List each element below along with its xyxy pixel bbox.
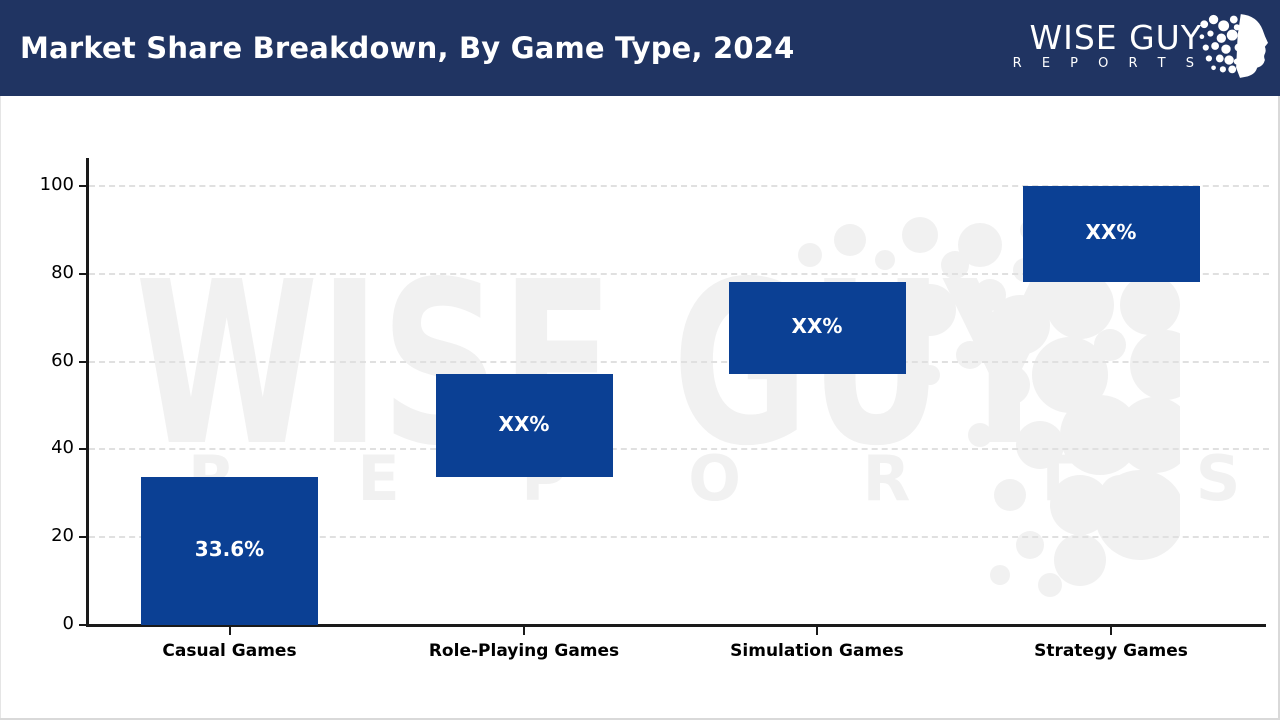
header: Market Share Breakdown, By Game Type, 20… [0, 0, 1280, 96]
wise-guy-head-icon [1199, 14, 1268, 78]
gridline [89, 536, 1269, 539]
gridline [89, 185, 1269, 187]
y-tick-mark [79, 624, 88, 626]
gridline [89, 448, 1269, 451]
x-tick-label: Strategy Games [1034, 641, 1188, 661]
gridline [89, 272, 1269, 275]
gridline [89, 360, 1269, 363]
bar-segment [435, 374, 613, 478]
x-tick-mark [228, 627, 231, 635]
y-tick-mark [79, 448, 88, 451]
wise-guy-logo: WISE GUY R E P O R T S [1013, 6, 1268, 86]
bar-segment [141, 477, 318, 625]
x-tick-mark [523, 627, 525, 635]
y-axis [86, 158, 89, 627]
y-tick-label: 20 [51, 525, 74, 547]
y-tick-mark [79, 185, 88, 187]
x-axis [86, 624, 1266, 627]
bar-value-label: XX% [498, 411, 550, 436]
y-tick-label: 100 [39, 174, 74, 195]
x-tick-mark [1110, 627, 1112, 635]
y-tick-mark [79, 536, 88, 539]
y-tick-label: 0 [62, 613, 74, 634]
x-tick-label: Simulation Games [730, 641, 904, 661]
x-tick-label: Casual Games [162, 641, 297, 661]
y-tick-label: 60 [51, 349, 74, 371]
logo-tagline: R E P O R T S [1012, 56, 1202, 72]
chart-title: Market Share Breakdown, By Game Type, 20… [20, 31, 795, 65]
bar-segment [728, 282, 906, 375]
y-tick-label: 80 [51, 261, 74, 283]
y-tick-label: 40 [51, 437, 74, 459]
y-tick-mark [79, 272, 88, 275]
bar-value-label: 33.6% [194, 537, 265, 562]
logo-text: WISE GUY R E P O R T S [1012, 17, 1202, 72]
x-tick-label: Role-Playing Games [428, 641, 620, 661]
x-tick-mark [816, 627, 818, 635]
logo-name: WISE GUY [1029, 17, 1202, 57]
y-tick-mark [79, 360, 88, 363]
bar-value-label: XX% [791, 314, 843, 339]
bar-segment [1022, 186, 1200, 283]
bar-value-label: XX% [1085, 220, 1137, 245]
